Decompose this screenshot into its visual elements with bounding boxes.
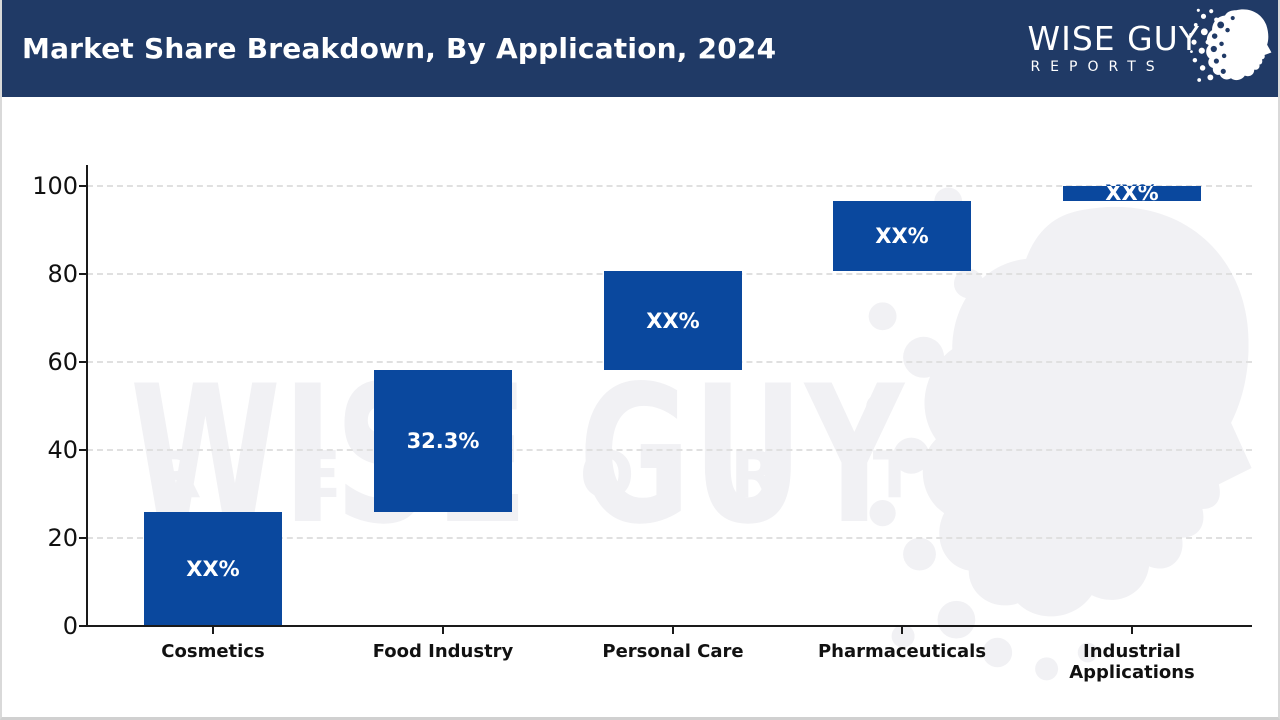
wise-guy-logo: WISE GUY REPORTS	[1027, 6, 1274, 92]
y-tickmark-80	[79, 273, 87, 275]
page-title: Market Share Breakdown, By Application, …	[22, 32, 777, 65]
bar-value-label-cosmetics: XX%	[186, 557, 240, 582]
bar-value-label-pharmaceuticals: XX%	[875, 224, 929, 249]
y-tick-label-80: 80	[47, 260, 78, 288]
y-tickmark-100	[79, 185, 87, 187]
face-profile-icon	[1189, 8, 1272, 82]
x-tickmark-pharmaceuticals	[901, 627, 903, 634]
y-tick-label-0: 0	[62, 612, 78, 640]
x-tickmark-industrial-applications	[1131, 627, 1133, 634]
logo-subtitle: REPORTS	[1030, 59, 1165, 75]
x-tickmark-food-industry	[442, 627, 444, 634]
chart-header: Market Share Breakdown, By Application, …	[2, 0, 1278, 97]
y-tickmark-0	[79, 625, 87, 627]
bar-cosmetics: XX%	[144, 512, 282, 626]
bar-value-label-personal-care: XX%	[646, 308, 700, 333]
gridline-100	[87, 185, 1252, 187]
category-label-food-industry: Food Industry	[372, 641, 514, 662]
bar-industrial-applications: XX%	[1063, 186, 1201, 201]
plot-area: WISE GUY REPORTS 020406080100XX%XX%Cosme…	[2, 97, 1278, 717]
category-label-industrial-applications: Industrial Applications	[1069, 641, 1195, 683]
category-label-personal-care: Personal Care	[602, 641, 744, 662]
y-tickmark-60	[79, 361, 87, 363]
bar-value-label-industrial-applications: XX%	[1105, 186, 1159, 201]
x-axis-line	[86, 625, 1252, 627]
logo-text: WISE GUY REPORTS	[1027, 19, 1200, 76]
y-tick-label-60: 60	[47, 348, 78, 376]
y-tick-label-20: 20	[47, 524, 78, 552]
y-tick-label-40: 40	[47, 436, 78, 464]
bar-pharmaceuticals: XX%	[833, 200, 971, 272]
logo-wordmark: WISE GUY	[1027, 19, 1200, 58]
x-tickmark-personal-care	[672, 627, 674, 634]
category-label-cosmetics: Cosmetics	[161, 641, 265, 662]
y-tick-label-100: 100	[32, 172, 78, 200]
gridline-20	[87, 537, 1252, 539]
category-label-pharmaceuticals: Pharmaceuticals	[817, 641, 987, 662]
gridline-40	[87, 449, 1252, 451]
y-tickmark-20	[79, 537, 87, 539]
y-tickmark-40	[79, 449, 87, 451]
x-tickmark-cosmetics	[212, 627, 214, 634]
bar-value-label-food-industry: 32.3%	[406, 429, 480, 454]
bar-personal-care: XX%	[604, 271, 742, 371]
y-axis-line	[86, 165, 88, 626]
bar-food-industry: 32.3%	[374, 370, 512, 513]
